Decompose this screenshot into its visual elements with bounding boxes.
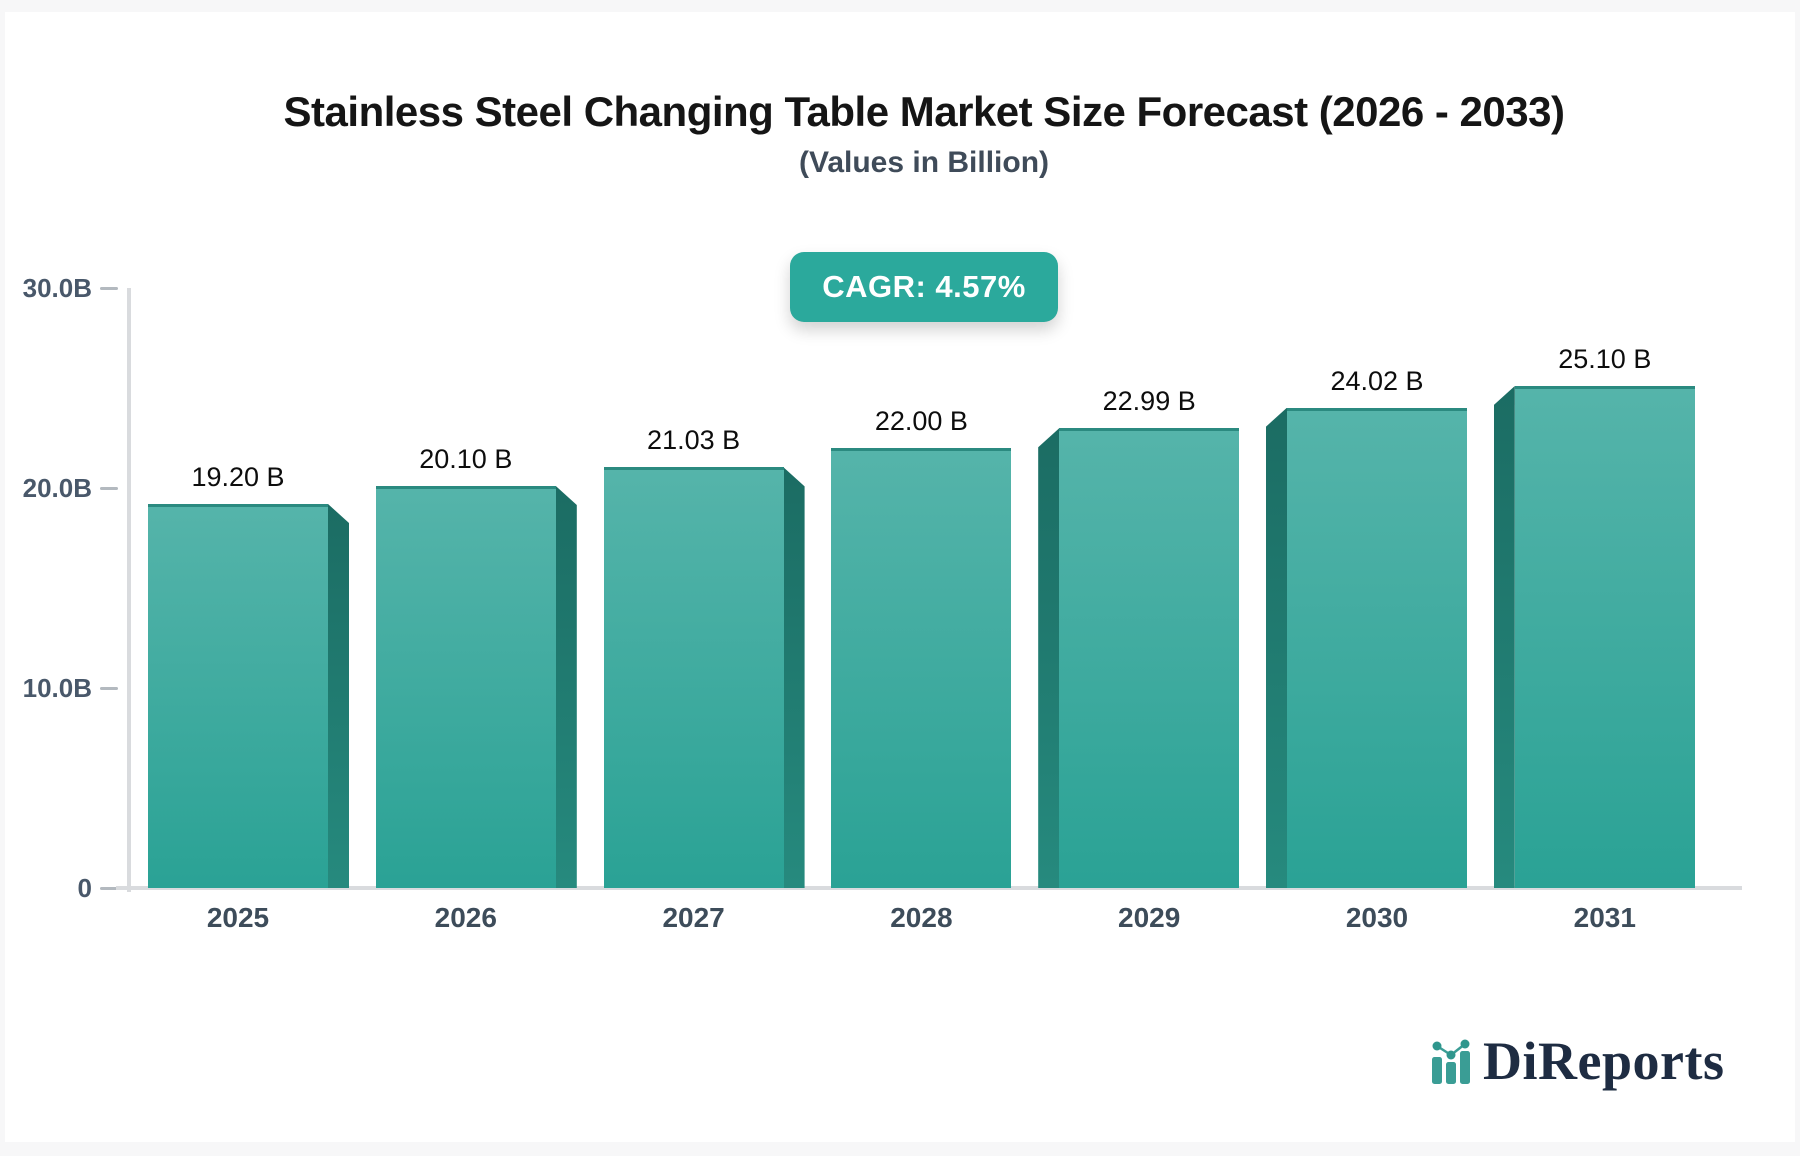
cagr-badge: CAGR: 4.57% (790, 252, 1058, 322)
bar-side (1038, 428, 1060, 888)
x-tick-label: 2026 (434, 902, 497, 933)
bar-value-label: 22.00 B (874, 406, 968, 436)
x-tick-label: 2031 (1573, 902, 1636, 933)
x-tick-label: 2029 (1118, 902, 1181, 933)
bar-face (1287, 407, 1467, 888)
bar-chart-trend-icon (1432, 1039, 1470, 1084)
bar-side (1266, 407, 1287, 888)
x-tick-label: 2025 (206, 902, 270, 933)
bar-value-label: 20.10 B (419, 444, 513, 474)
bar-face (831, 448, 1012, 888)
x-tick-label: 2028 (890, 902, 953, 933)
chart-title: Stainless Steel Changing Table Market Si… (283, 88, 1565, 135)
bar-side (783, 467, 805, 888)
brand-logo: DiReports (1428, 1034, 1724, 1088)
bar-face (1059, 428, 1240, 888)
bar-side (555, 486, 577, 888)
y-tick-label: 0 (77, 873, 92, 903)
bar-face (603, 467, 784, 888)
bar-face (1514, 386, 1695, 888)
bar-side (1493, 386, 1515, 888)
x-tick-label: 2027 (662, 902, 725, 933)
y-tick-mark (100, 287, 118, 290)
y-tick-label: 30.0B (22, 273, 92, 303)
bar-value-label: 22.99 B (1102, 386, 1196, 417)
bar-value-label: 25.10 B (1558, 344, 1652, 374)
cagr-badge-row: CAGR: 4.57% (48, 252, 1800, 322)
bar-value-label: 24.02 B (1330, 365, 1424, 396)
y-axis-line (127, 288, 131, 892)
y-tick-mark (100, 687, 118, 690)
chart-subtitle: (Values in Billion) (798, 146, 1050, 179)
y-tick-mark (100, 487, 118, 490)
x-axis-line (116, 886, 1742, 890)
y-tick-label: 20.0B (22, 473, 92, 503)
y-tick-label: 10.0B (22, 673, 92, 703)
x-tick-label: 2030 (1345, 902, 1409, 933)
bar-value-label: 19.20 B (191, 462, 285, 492)
logo-text: DiReports (1483, 1031, 1725, 1091)
y-tick-mark (100, 887, 118, 890)
bar-value-label: 21.03 B (647, 425, 741, 456)
bar-face (375, 486, 556, 888)
bar-side (328, 504, 349, 888)
bar-face (148, 504, 328, 888)
